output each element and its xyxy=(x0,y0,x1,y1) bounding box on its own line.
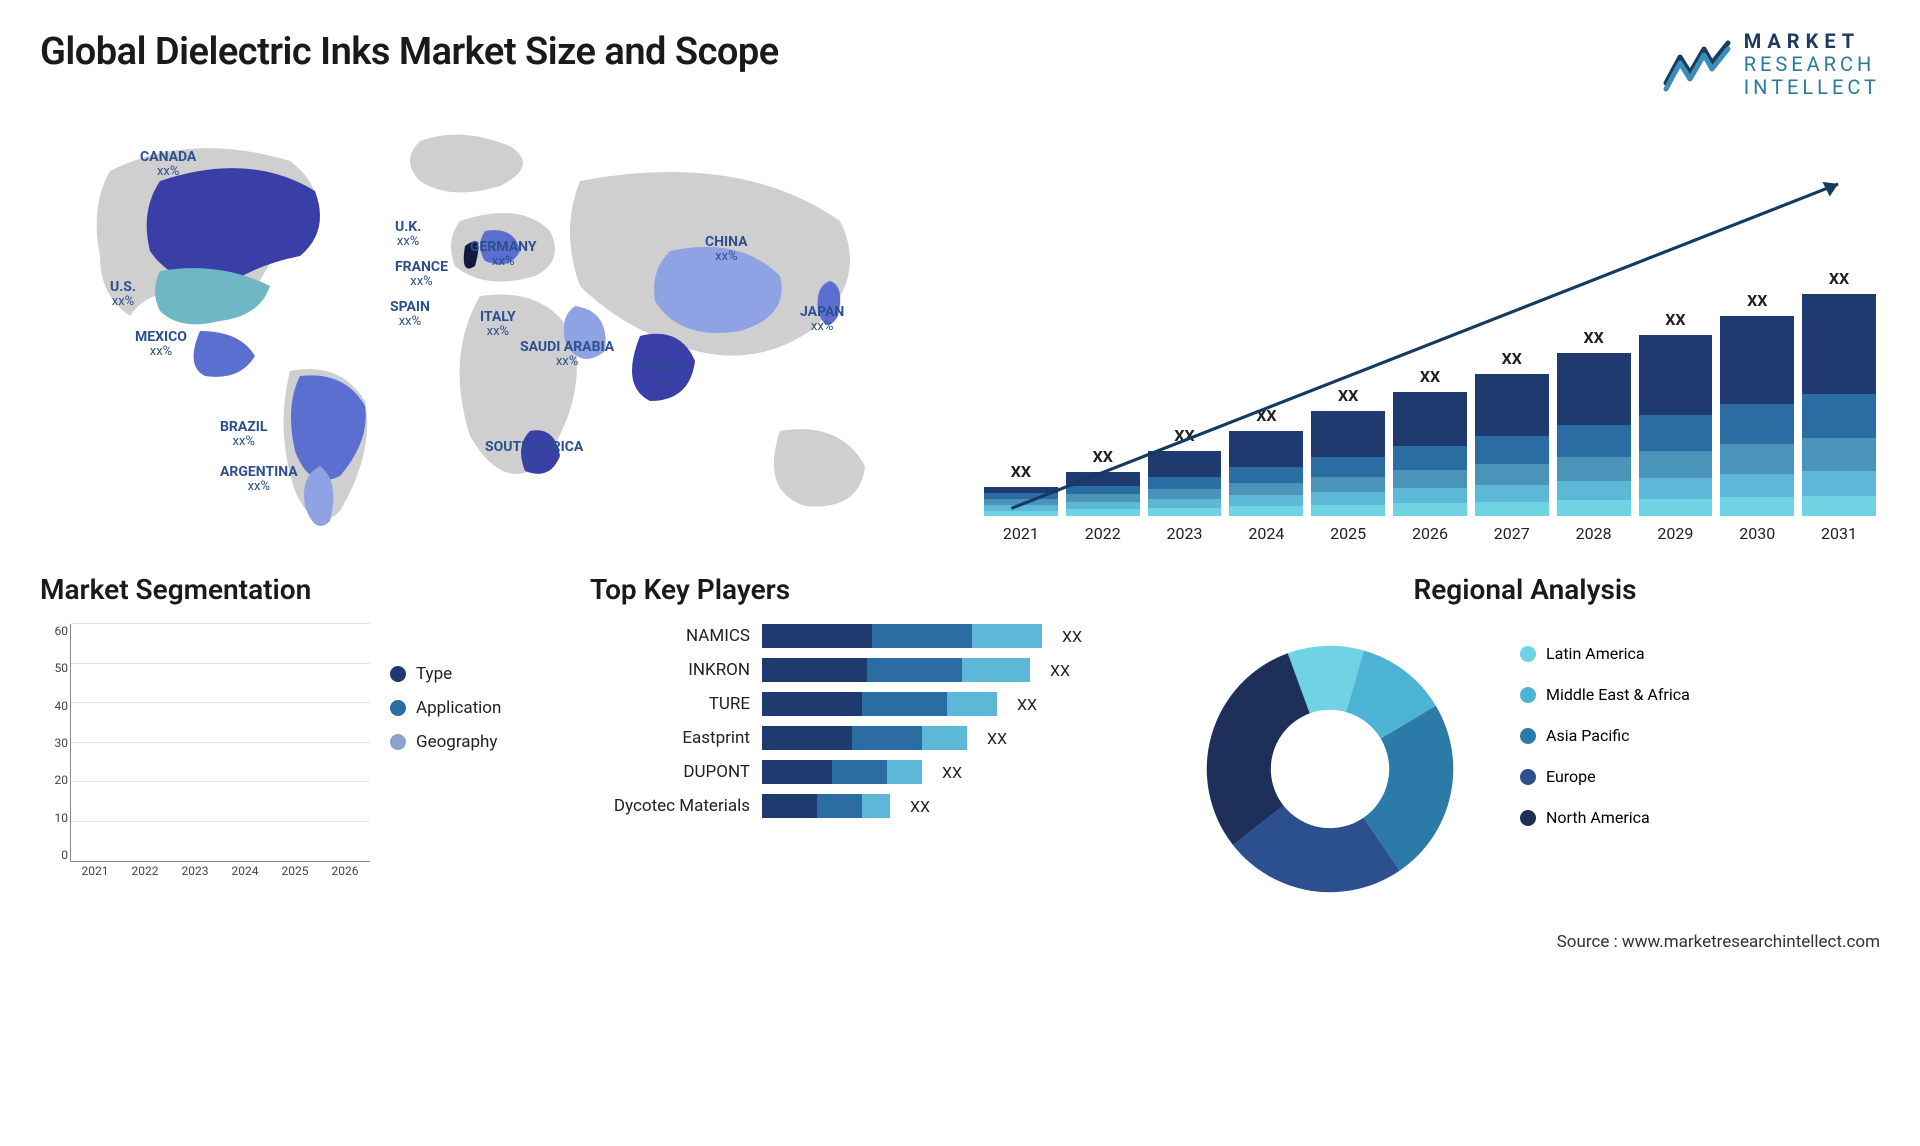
legend-item: Asia Pacific xyxy=(1520,726,1690,745)
forecast-bar: XX2027 xyxy=(1475,349,1549,543)
players-panel: Top Key Players NAMICSXX INKRONXX TUREXX Ea… xyxy=(590,573,1140,828)
world-map: CANADAxx% U.S.xx% MEXICOxx% BRAZILxx% ARGENT… xyxy=(40,119,940,543)
forecast-bar: XX2021 xyxy=(984,462,1058,543)
map-label: ARGENTINAxx% xyxy=(220,464,298,495)
segmentation-chart: 6050403020100 202120222023202420252026 xyxy=(40,624,370,884)
segmentation-legend: Type Application Geography xyxy=(390,624,501,884)
map-label: INDIAxx% xyxy=(645,359,682,390)
map-label: ITALYxx% xyxy=(480,309,516,340)
forecast-bar: XX2029 xyxy=(1639,310,1713,543)
map-label: GERMANYxx% xyxy=(470,239,537,270)
map-label: SOUTH AFRICAxx% xyxy=(485,439,583,470)
legend-item: Europe xyxy=(1520,767,1690,786)
players-title: Top Key Players xyxy=(590,573,1140,606)
regional-title: Regional Analysis xyxy=(1170,573,1880,606)
map-label: U.S.xx% xyxy=(110,279,136,310)
logo-line1: MARKET xyxy=(1744,30,1880,53)
player-row: INKRONXX xyxy=(590,658,1140,682)
player-row: Dycotec MaterialsXX xyxy=(590,794,1140,818)
legend-item: Type xyxy=(390,664,501,684)
forecast-bar: XX2025 xyxy=(1311,386,1385,543)
brand-logo: MARKET RESEARCH INTELLECT xyxy=(1662,30,1880,99)
regional-donut xyxy=(1170,624,1490,914)
map-label: SPAINxx% xyxy=(390,299,430,330)
forecast-bar: XX2022 xyxy=(1066,447,1140,543)
player-row: EastprintXX xyxy=(590,726,1140,750)
forecast-bar: XX2024 xyxy=(1229,406,1303,543)
logo-line3: INTELLECT xyxy=(1744,76,1880,99)
player-row: TUREXX xyxy=(590,692,1140,716)
regional-panel: Latin America Middle East & Africa Asia Pa… xyxy=(1170,624,1880,914)
forecast-bar: XX2028 xyxy=(1557,328,1631,543)
map-label: CANADAxx% xyxy=(140,149,196,180)
forecast-bar: XX2023 xyxy=(1148,426,1222,543)
map-label: SAUDI ARABIAxx% xyxy=(520,339,614,370)
map-label: U.K.xx% xyxy=(395,219,421,250)
logo-line2: RESEARCH xyxy=(1744,53,1880,76)
legend-item: Application xyxy=(390,698,501,718)
player-row: DUPONTXX xyxy=(590,760,1140,784)
legend-item: North America xyxy=(1520,808,1690,827)
segmentation-panel: Market Segmentation 6050403020100 202120… xyxy=(40,573,560,884)
legend-item: Middle East & Africa xyxy=(1520,685,1690,704)
forecast-chart: XX2021XX2022XX2023XX2024XX2025XX2026XX20… xyxy=(980,119,1880,543)
forecast-bar: XX2031 xyxy=(1802,269,1876,543)
map-label: JAPANxx% xyxy=(800,304,844,335)
page-title: Global Dielectric Inks Market Size and S… xyxy=(40,30,779,74)
source-label: Source : www.marketresearchintellect.com xyxy=(40,932,1880,952)
segmentation-title: Market Segmentation xyxy=(40,573,560,606)
forecast-bar: XX2030 xyxy=(1720,291,1794,543)
map-label: FRANCExx% xyxy=(395,259,448,290)
map-label: MEXICOxx% xyxy=(135,329,187,360)
map-label: BRAZILxx% xyxy=(220,419,267,450)
map-label: CHINAxx% xyxy=(705,234,748,265)
legend-item: Latin America xyxy=(1520,644,1690,663)
forecast-bar: XX2026 xyxy=(1393,367,1467,543)
regional-legend: Latin America Middle East & Africa Asia Pa… xyxy=(1520,624,1690,827)
player-row: NAMICSXX xyxy=(590,624,1140,648)
legend-item: Geography xyxy=(390,732,501,752)
